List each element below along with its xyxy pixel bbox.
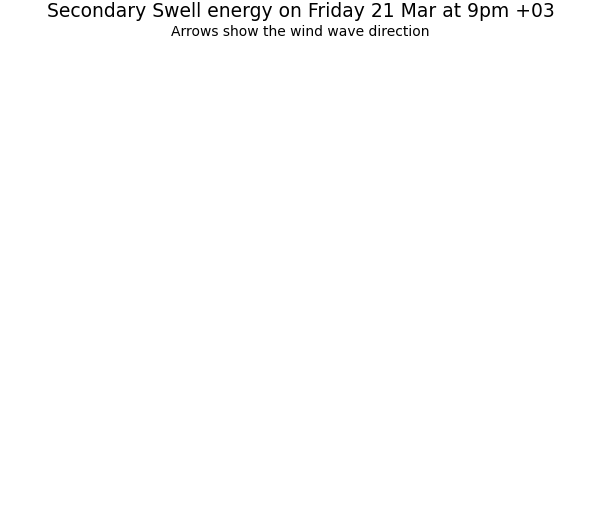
Text: Map not available
(cartopy required): Map not available (cartopy required)	[225, 255, 376, 294]
Text: Secondary Swell energy on Friday 21 Mar at 9pm +03: Secondary Swell energy on Friday 21 Mar …	[47, 2, 554, 21]
Text: Arrows show the wind wave direction: Arrows show the wind wave direction	[171, 25, 430, 40]
